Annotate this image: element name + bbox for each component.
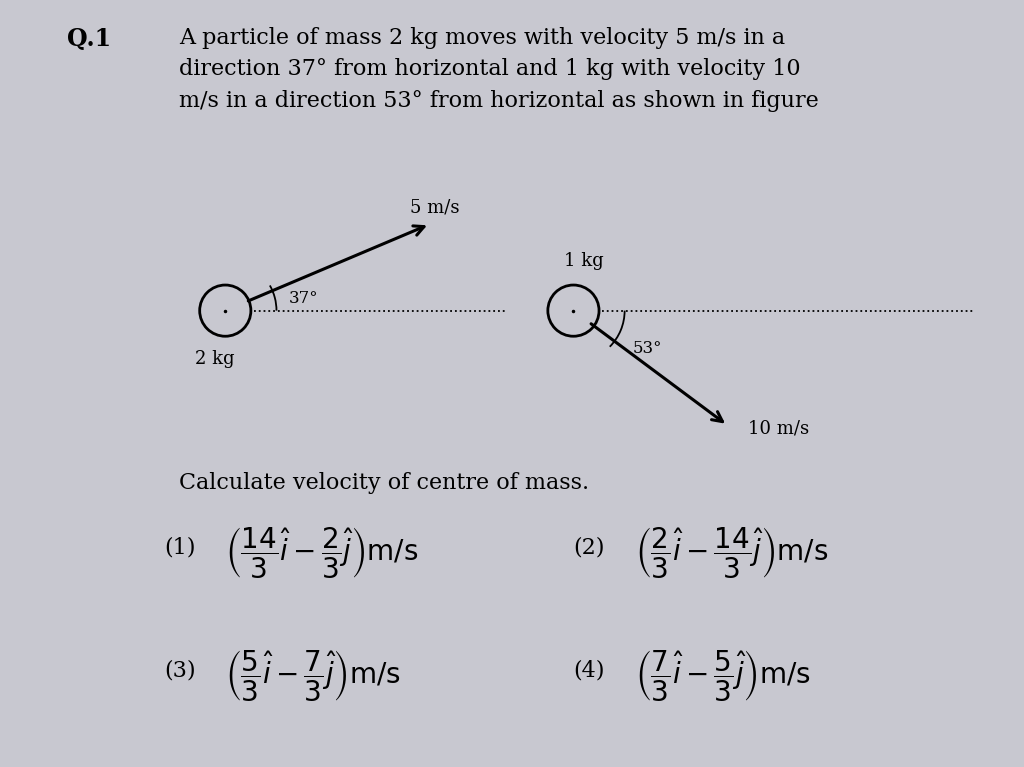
Text: $\left(\dfrac{5}{3}\hat{i}-\dfrac{7}{3}\hat{j}\right)\mathrm{m/s}$: $\left(\dfrac{5}{3}\hat{i}-\dfrac{7}{3}\…	[225, 648, 401, 703]
Text: 53°: 53°	[633, 340, 663, 357]
Text: 2 kg: 2 kg	[196, 351, 234, 368]
Text: 10 m/s: 10 m/s	[749, 419, 809, 437]
Text: 1 kg: 1 kg	[564, 252, 603, 270]
Text: $\left(\dfrac{14}{3}\hat{i}-\dfrac{2}{3}\hat{j}\right)\mathrm{m/s}$: $\left(\dfrac{14}{3}\hat{i}-\dfrac{2}{3}…	[225, 525, 419, 581]
Text: (4): (4)	[573, 660, 605, 682]
Text: (1): (1)	[164, 537, 196, 559]
Text: (3): (3)	[164, 660, 196, 682]
Text: Q.1: Q.1	[67, 27, 111, 51]
Text: 37°: 37°	[289, 290, 318, 307]
Text: Calculate velocity of centre of mass.: Calculate velocity of centre of mass.	[179, 472, 590, 494]
Text: $\left(\dfrac{2}{3}\hat{i}-\dfrac{14}{3}\hat{j}\right)\mathrm{m/s}$: $\left(\dfrac{2}{3}\hat{i}-\dfrac{14}{3}…	[635, 525, 828, 581]
Text: $\left(\dfrac{7}{3}\hat{i}-\dfrac{5}{3}\hat{j}\right)\mathrm{m/s}$: $\left(\dfrac{7}{3}\hat{i}-\dfrac{5}{3}\…	[635, 648, 811, 703]
Text: (2): (2)	[573, 537, 605, 559]
Text: 5 m/s: 5 m/s	[410, 199, 460, 217]
Text: A particle of mass 2 kg moves with velocity 5 m/s in a
direction 37° from horizo: A particle of mass 2 kg moves with veloc…	[179, 27, 819, 111]
